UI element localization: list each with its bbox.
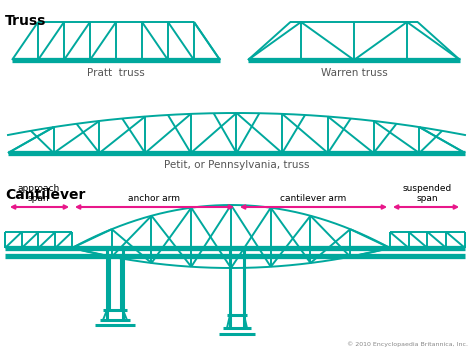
Text: Petit, or Pennsylvania, truss: Petit, or Pennsylvania, truss	[164, 160, 309, 170]
Text: Cantilever: Cantilever	[5, 188, 85, 202]
Text: Truss: Truss	[5, 14, 46, 28]
Text: Warren truss: Warren truss	[320, 68, 387, 78]
Text: anchor arm: anchor arm	[128, 194, 181, 203]
Text: Pratt  truss: Pratt truss	[87, 68, 145, 78]
Text: suspended
span: suspended span	[403, 184, 452, 203]
Text: © 2010 Encyclopaedia Britannica, Inc.: © 2010 Encyclopaedia Britannica, Inc.	[347, 342, 468, 347]
Text: approach
span: approach span	[18, 184, 60, 203]
Text: cantilever arm: cantilever arm	[281, 194, 346, 203]
